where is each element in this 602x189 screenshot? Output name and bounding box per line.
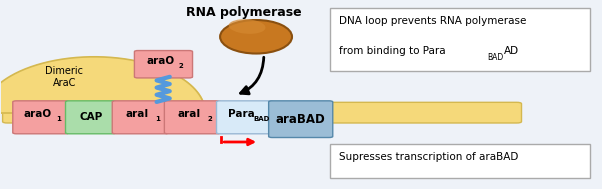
FancyBboxPatch shape [330, 8, 591, 71]
Text: CAP: CAP [79, 112, 102, 122]
Text: 2: 2 [178, 63, 183, 69]
Text: 2: 2 [208, 116, 213, 122]
FancyBboxPatch shape [66, 101, 116, 134]
Text: RNA polymerase: RNA polymerase [186, 6, 302, 19]
Text: Supresses transcription of araBAD: Supresses transcription of araBAD [339, 152, 518, 162]
Ellipse shape [220, 20, 292, 53]
Text: AD: AD [503, 46, 519, 56]
Text: araO: araO [146, 56, 175, 66]
Text: 1: 1 [56, 116, 61, 122]
Text: DNA loop prevents RNA polymerase: DNA loop prevents RNA polymerase [339, 16, 526, 26]
Text: Para: Para [228, 109, 255, 119]
FancyBboxPatch shape [330, 144, 591, 178]
FancyBboxPatch shape [2, 102, 521, 123]
FancyBboxPatch shape [134, 50, 193, 78]
FancyBboxPatch shape [164, 101, 221, 134]
Text: Dimeric
AraC: Dimeric AraC [45, 66, 83, 88]
FancyBboxPatch shape [268, 101, 333, 138]
FancyBboxPatch shape [217, 101, 273, 134]
FancyBboxPatch shape [13, 101, 69, 134]
Text: BAD: BAD [487, 53, 503, 62]
Text: araI: araI [178, 109, 201, 119]
Text: BAD: BAD [254, 116, 270, 122]
FancyBboxPatch shape [112, 101, 169, 134]
Text: araBAD: araBAD [276, 113, 326, 126]
Text: from binding to Para: from binding to Para [339, 46, 445, 56]
Ellipse shape [245, 36, 285, 53]
Text: araO: araO [24, 109, 52, 119]
Text: 1: 1 [155, 116, 160, 122]
Text: araI: araI [126, 109, 149, 119]
Ellipse shape [229, 19, 265, 34]
